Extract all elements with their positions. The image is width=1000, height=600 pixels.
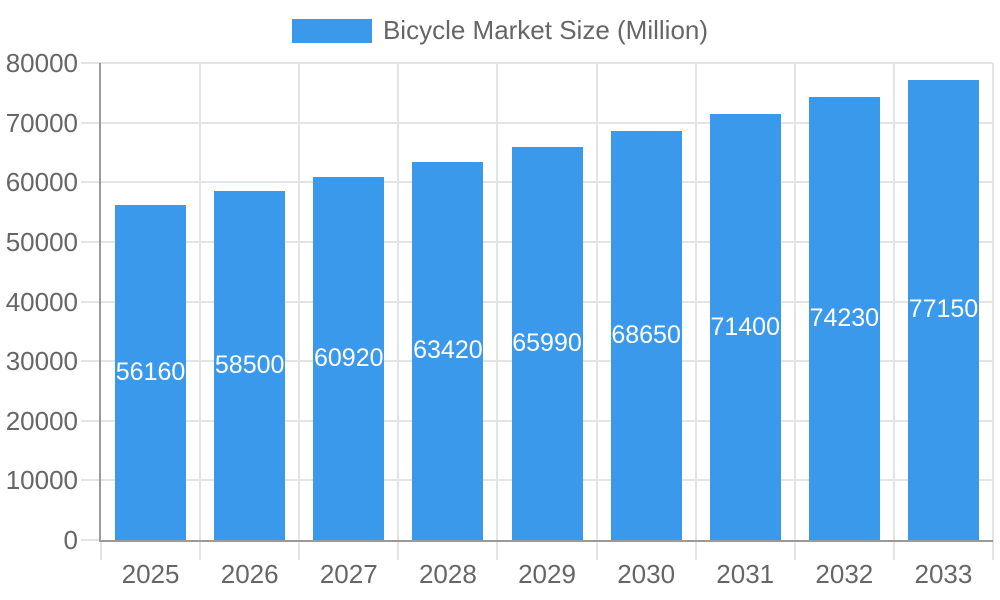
bar-value-label: 60920 xyxy=(314,343,384,372)
legend-label: Bicycle Market Size (Million) xyxy=(382,15,709,45)
x-axis-tick xyxy=(100,540,102,560)
y-axis-label: 60000 xyxy=(5,167,78,198)
y-axis-tick xyxy=(81,240,101,243)
gridline-vertical xyxy=(992,63,994,540)
gridline-vertical xyxy=(595,63,598,540)
x-axis-tick xyxy=(992,540,994,560)
y-axis-tick xyxy=(81,181,101,184)
x-axis-label: 2032 xyxy=(815,559,874,589)
bar-2029[interactable]: 65990 xyxy=(511,146,583,540)
y-axis-tick xyxy=(81,300,101,303)
x-axis-tick xyxy=(199,540,202,560)
y-axis-label: 80000 xyxy=(5,48,78,78)
x-axis-tick xyxy=(892,540,895,560)
x-axis-tick xyxy=(397,540,400,560)
bar-2026[interactable]: 58500 xyxy=(214,191,286,540)
bar-2033[interactable]: 77150 xyxy=(907,79,979,540)
gridline-vertical xyxy=(793,63,796,540)
y-axis-label: 10000 xyxy=(5,465,78,496)
x-axis-label: 2031 xyxy=(716,559,775,589)
y-axis-tick xyxy=(81,360,101,363)
gridline-vertical xyxy=(694,63,697,540)
gridline-vertical xyxy=(199,63,202,540)
bar-value-label: 77150 xyxy=(908,295,979,324)
x-axis-label: 2029 xyxy=(518,559,576,589)
bar-2025[interactable]: 56160 xyxy=(115,205,187,540)
bar-value-label: 58500 xyxy=(214,351,285,380)
x-axis-label: 2026 xyxy=(220,559,279,589)
y-axis-label: 20000 xyxy=(5,405,78,436)
y-axis-label: 40000 xyxy=(5,286,78,317)
legend[interactable]: Bicycle Market Size (Million) xyxy=(0,15,1000,46)
bar-2028[interactable]: 63420 xyxy=(412,161,484,540)
bar-value-label: 56160 xyxy=(115,358,186,387)
gridline-vertical xyxy=(397,63,400,540)
y-axis-tick xyxy=(81,62,101,64)
x-axis-label: 2025 xyxy=(121,559,180,589)
y-axis-label: 30000 xyxy=(5,346,78,377)
x-axis-tick xyxy=(793,540,796,560)
y-axis-line xyxy=(99,63,101,540)
bar-2027[interactable]: 60920 xyxy=(313,176,385,540)
y-axis-label: 0 xyxy=(63,525,78,555)
x-axis-tick xyxy=(298,540,301,560)
legend-swatch xyxy=(291,18,372,43)
bar-2032[interactable]: 74230 xyxy=(808,97,880,540)
x-axis-tick xyxy=(496,540,499,560)
bar-value-label: 74230 xyxy=(809,304,880,333)
x-axis-tick xyxy=(595,540,598,560)
gridline-vertical xyxy=(298,63,301,540)
gridline-vertical xyxy=(496,63,499,540)
bar-value-label: 63420 xyxy=(413,336,483,365)
y-axis-label: 70000 xyxy=(5,107,78,138)
x-axis-label: 2030 xyxy=(617,559,676,589)
y-axis-label: 50000 xyxy=(5,226,78,257)
y-axis-tick xyxy=(81,419,101,422)
bar-2031[interactable]: 71400 xyxy=(709,114,781,540)
x-axis-label: 2027 xyxy=(319,559,378,589)
x-axis-label: 2028 xyxy=(418,559,477,589)
bar-value-label: 71400 xyxy=(710,312,780,341)
bar-value-label: 65990 xyxy=(512,328,582,357)
gridline-vertical xyxy=(892,63,895,540)
bar-2030[interactable]: 68650 xyxy=(610,130,682,540)
bar-value-label: 68650 xyxy=(611,320,681,349)
gridline-horizontal xyxy=(101,121,993,124)
y-axis-tick xyxy=(81,121,101,124)
x-axis-tick xyxy=(694,540,697,560)
x-axis-line xyxy=(99,540,993,542)
gridline-horizontal xyxy=(101,62,993,64)
y-axis-tick xyxy=(81,479,101,482)
y-axis-tick xyxy=(81,539,101,541)
x-axis-label: 2033 xyxy=(914,559,973,589)
